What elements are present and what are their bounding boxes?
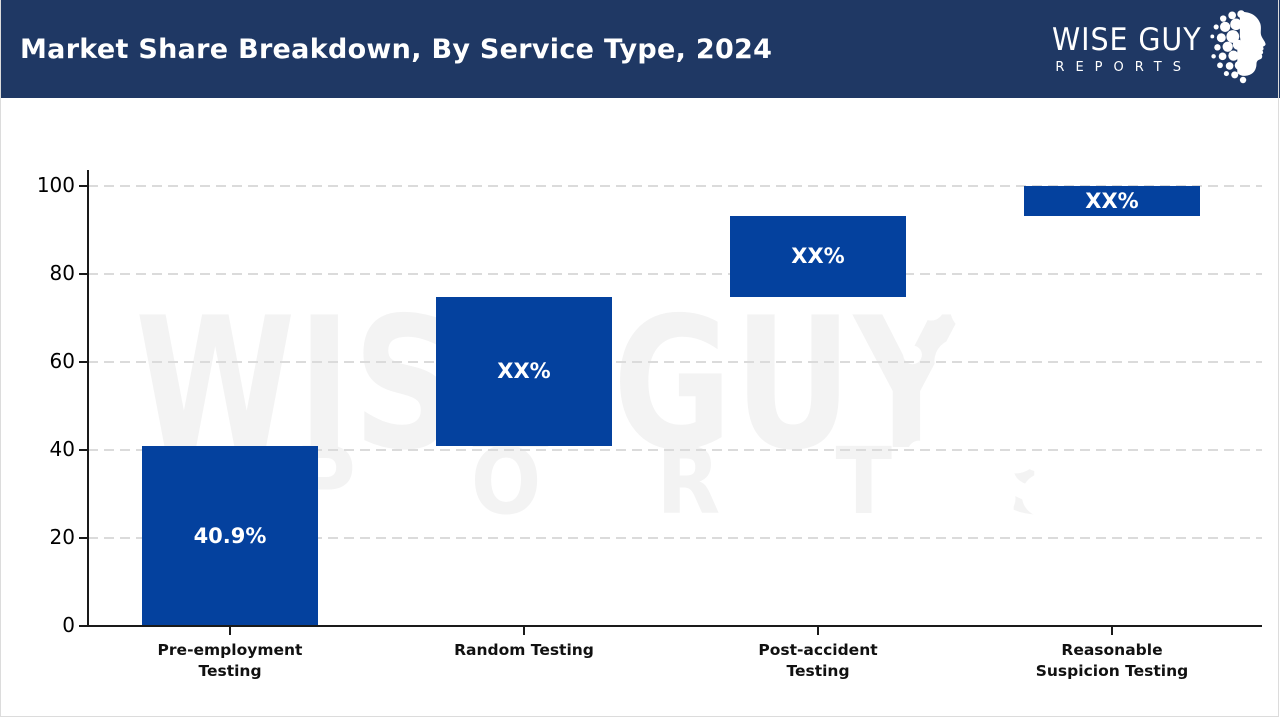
y-tick-label-20: 20 (49, 525, 75, 549)
category-label-line: Post-accident (758, 641, 878, 659)
logo-wordmark: WISE GUY (1052, 21, 1202, 58)
y-axis-line (87, 170, 89, 627)
chart-title: Market Share Breakdown, By Service Type,… (20, 33, 773, 65)
category-label-line: Reasonable (1061, 641, 1163, 659)
bar-value-label-reasonable-suspicion-testing: XX% (1085, 188, 1139, 213)
bar-reasonable-suspicion-testing: XX% (1024, 186, 1200, 216)
gridline-80 (88, 273, 1262, 275)
x-axis-tick-pre-employment-testing (229, 626, 231, 635)
bar-pre-employment-testing: 40.9% (142, 446, 318, 626)
x-axis-line (87, 625, 1262, 627)
category-label-line: Testing (786, 662, 850, 681)
y-tick-label-0: 0 (62, 613, 75, 637)
x-axis-tick-post-accident-testing (817, 626, 819, 635)
y-axis-tick-40 (79, 449, 87, 451)
gridline-40 (88, 449, 1262, 451)
bar-value-label-random-testing: XX% (497, 359, 551, 384)
gridline-100 (88, 185, 1262, 187)
x-axis-tick-reasonable-suspicion-testing (1111, 626, 1113, 635)
y-axis-tick-20 (79, 537, 87, 539)
category-label-line: Suspicion Testing (1035, 662, 1189, 681)
category-label-line: Random Testing (454, 641, 594, 659)
logo-subtitle: REPORTS (1055, 59, 1193, 75)
category-label-reasonable-suspicion-testing: Reasonable Suspicion Testing (962, 640, 1262, 683)
dotted-face-icon (1210, 10, 1266, 84)
bar-post-accident-testing: XX% (730, 215, 906, 297)
header-banner: Market Share Breakdown, By Service Type,… (0, 0, 1280, 98)
y-axis-tick-0 (79, 625, 87, 627)
plot-area: WISE GUY P O R T S 0 20 40 60 80 100 40.9% Pre-… (0, 98, 1280, 720)
y-tick-label-100: 100 (36, 173, 75, 197)
y-axis-tick-100 (79, 185, 87, 187)
watermark-subtitle: P O R T S (295, 428, 1111, 535)
watermark-face-icon (903, 226, 1173, 583)
wise-guy-reports-logo: WISE GUY REPORTS (1039, 6, 1268, 90)
gridline-60 (88, 361, 1262, 363)
category-label-post-accident-testing: Post-accident Testing (668, 640, 968, 683)
bar-value-label-post-accident-testing: XX% (791, 244, 845, 269)
bar-random-testing: XX% (436, 296, 612, 447)
y-tick-label-40: 40 (49, 437, 75, 461)
y-tick-label-80: 80 (49, 261, 75, 285)
y-axis-tick-80 (79, 273, 87, 275)
y-tick-label-60: 60 (49, 349, 75, 373)
logo-text: WISE GUY REPORTS (1039, 22, 1202, 75)
y-axis-tick-60 (79, 361, 87, 363)
category-label-pre-employment-testing: Pre-employment Testing (80, 640, 380, 683)
bar-value-label-pre-employment-testing: 40.9% (193, 524, 267, 548)
category-label-line: Pre-employment (157, 641, 303, 659)
gridline-20 (88, 537, 1262, 539)
category-label-random-testing: Random Testing (374, 640, 674, 661)
x-axis-tick-random-testing (523, 626, 525, 635)
category-label-line: Testing (198, 662, 262, 681)
